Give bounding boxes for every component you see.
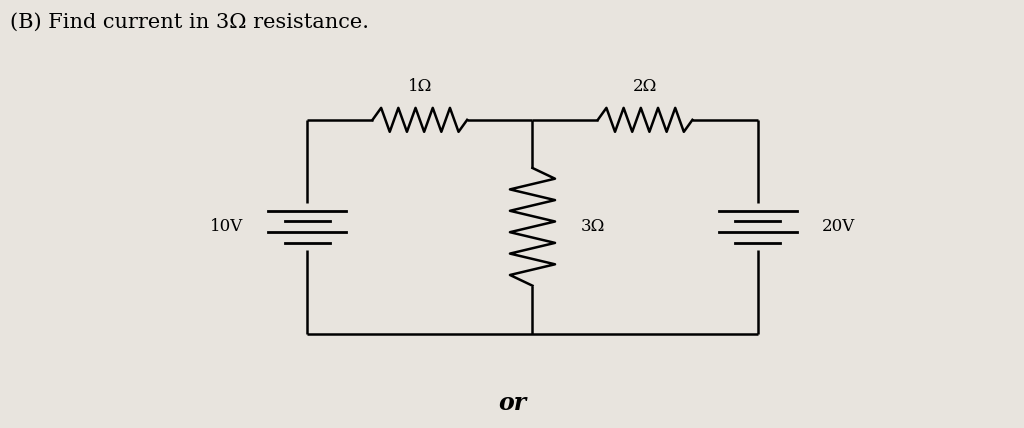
Text: 20V: 20V [822, 218, 855, 235]
Text: or: or [498, 391, 526, 415]
Text: (B) Find current in 3Ω resistance.: (B) Find current in 3Ω resistance. [10, 13, 370, 32]
Text: 1Ω: 1Ω [408, 78, 432, 95]
Text: 3Ω: 3Ω [581, 218, 605, 235]
Text: 10V: 10V [210, 218, 243, 235]
Text: 2Ω: 2Ω [633, 78, 657, 95]
